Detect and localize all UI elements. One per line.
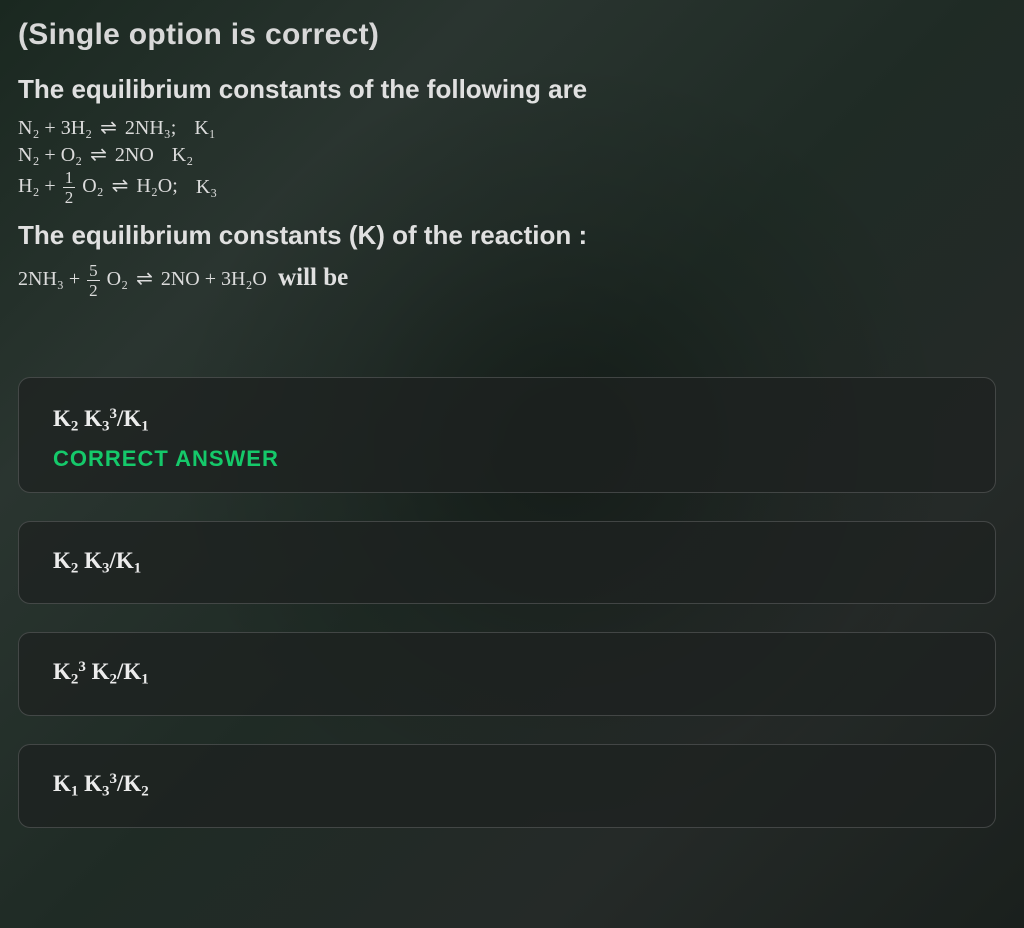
prompt-line-2: The equilibrium constants (K) of the rea… <box>18 220 996 251</box>
option-b[interactable]: K2 K3/K1 <box>18 521 996 604</box>
options-list: K2 K33/K1 CORRECT ANSWER K2 K3/K1 K23 K2… <box>18 377 996 828</box>
equation-3: H₂ + 1 2 O₂ ⇌ H₂O; K₃ <box>18 169 996 206</box>
question-container: (Single option is correct) The equilibri… <box>18 18 996 828</box>
eq2-rhs: 2NO <box>115 144 154 166</box>
fraction-num: 5 <box>87 262 100 280</box>
correct-answer-label: CORRECT ANSWER <box>53 446 961 472</box>
option-d[interactable]: K1 K33/K2 <box>18 744 996 828</box>
option-c-text: K23 K2/K1 <box>53 659 961 689</box>
equation-1: N₂ + 3H₂ ⇌ 2NH₃; K₁ <box>18 115 996 142</box>
equation-2: N₂ + O₂ ⇌ 2NO K₂ <box>18 142 996 169</box>
equilibrium-arrow: ⇌ <box>87 144 110 166</box>
fraction-num: 1 <box>63 169 76 187</box>
option-a-text: K2 K33/K1 <box>53 406 961 436</box>
eq3-lhs-a: H₂ + <box>18 175 56 197</box>
eq2-k: K₂ <box>172 142 193 169</box>
option-c[interactable]: K23 K2/K1 <box>18 632 996 716</box>
option-a[interactable]: K2 K33/K1 CORRECT ANSWER <box>18 377 996 493</box>
eq1-k: K₁ <box>194 115 215 142</box>
prompt-line-1: The equilibrium constants of the followi… <box>18 74 996 105</box>
fraction-half: 1 2 <box>63 169 76 206</box>
will-be-text: will be <box>272 264 348 291</box>
target-lhs-a: 2NH₃ + <box>18 268 80 290</box>
eq2-lhs: N₂ + O₂ <box>18 144 82 166</box>
target-rhs: 2NO + 3H₂O <box>161 268 267 290</box>
fraction-den: 2 <box>87 280 100 299</box>
eq1-lhs: N₂ + 3H₂ <box>18 117 92 139</box>
option-b-text: K2 K3/K1 <box>53 548 961 577</box>
target-reaction: 2NH₃ + 5 2 O₂ ⇌ 2NO + 3H₂O will be <box>18 261 996 299</box>
fraction-five-half: 5 2 <box>87 262 100 299</box>
equilibrium-arrow: ⇌ <box>97 117 120 139</box>
eq3-lhs-b: O₂ <box>82 175 103 197</box>
instruction-heading: (Single option is correct) <box>18 18 996 52</box>
given-equations: N₂ + 3H₂ ⇌ 2NH₃; K₁ N₂ + O₂ ⇌ 2NO K₂ H₂ … <box>18 115 996 206</box>
fraction-den: 2 <box>63 187 76 206</box>
target-lhs-b: O₂ <box>107 268 128 290</box>
eq3-rhs: H₂O; <box>136 175 177 197</box>
eq3-k: K₃ <box>196 174 217 201</box>
equilibrium-arrow: ⇌ <box>133 268 156 290</box>
eq1-rhs: 2NH₃; <box>125 117 176 139</box>
option-d-text: K1 K33/K2 <box>53 771 961 801</box>
equilibrium-arrow: ⇌ <box>109 175 132 197</box>
